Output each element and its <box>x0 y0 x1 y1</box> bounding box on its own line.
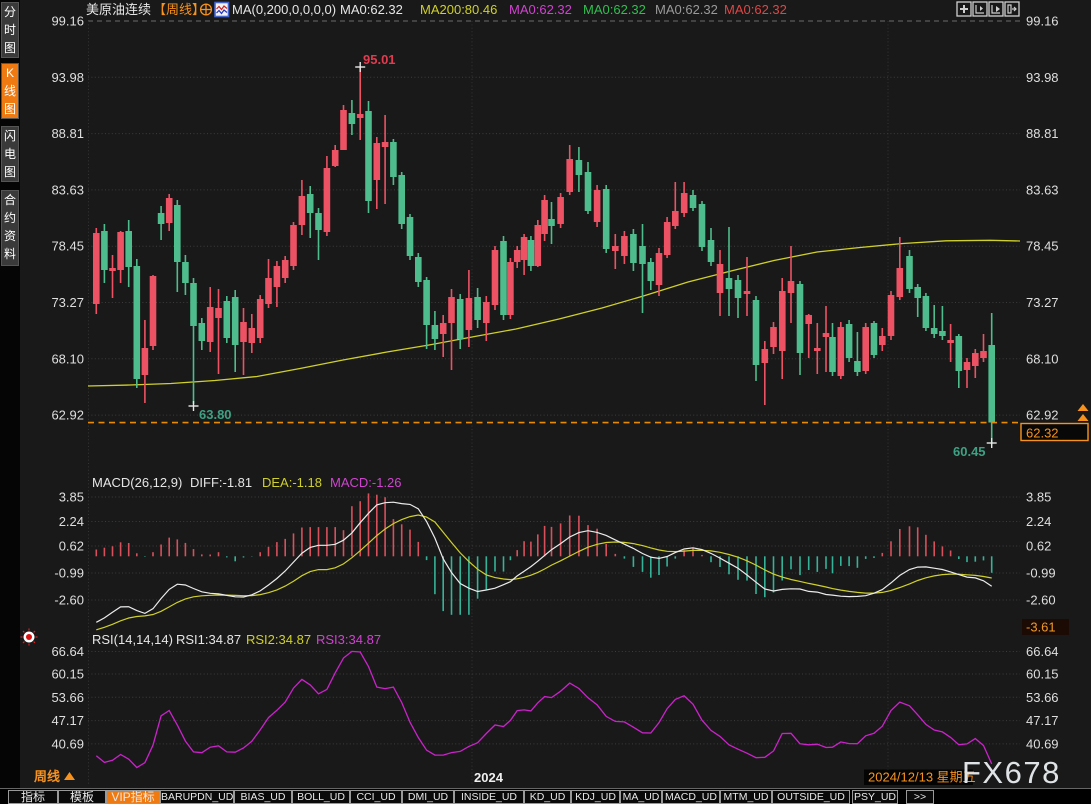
svg-text:66.64: 66.64 <box>51 644 84 659</box>
svg-text:73.27: 73.27 <box>51 295 84 310</box>
svg-text:73.27: 73.27 <box>1026 295 1059 310</box>
svg-text:2024: 2024 <box>474 770 504 785</box>
svg-text:MA0:62.32: MA0:62.32 <box>655 2 718 17</box>
svg-text:88.81: 88.81 <box>51 126 84 141</box>
svg-text:MA0:62.32: MA0:62.32 <box>509 2 572 17</box>
svg-text:RSI(14,14,14): RSI(14,14,14) <box>92 632 173 647</box>
svg-text:美原油连续: 美原油连续 <box>86 2 151 17</box>
svg-text:78.45: 78.45 <box>51 239 84 254</box>
svg-text:周线: 周线 <box>34 769 60 784</box>
svg-text:78.45: 78.45 <box>1026 239 1059 254</box>
svg-text:60.15: 60.15 <box>1026 667 1059 682</box>
svg-text:DEA:-1.18: DEA:-1.18 <box>262 475 322 490</box>
svg-text:MA200:80.46: MA200:80.46 <box>420 2 497 17</box>
svg-text:DIFF:-1.81: DIFF:-1.81 <box>190 475 252 490</box>
svg-text:47.17: 47.17 <box>1026 713 1059 728</box>
svg-text:-3.61: -3.61 <box>1026 620 1056 635</box>
svg-text:53.66: 53.66 <box>1026 690 1059 705</box>
svg-text:88.81: 88.81 <box>1026 126 1059 141</box>
svg-text:60.15: 60.15 <box>51 667 84 682</box>
svg-text:62.92: 62.92 <box>1026 408 1059 423</box>
svg-text:2.24: 2.24 <box>59 514 84 529</box>
svg-text:-2.60: -2.60 <box>54 593 84 608</box>
svg-text:40.69: 40.69 <box>1026 736 1059 751</box>
svg-text:68.10: 68.10 <box>1026 351 1059 366</box>
svg-text:60.45: 60.45 <box>953 444 986 459</box>
svg-text:93.98: 93.98 <box>1026 70 1059 85</box>
svg-text:2.24: 2.24 <box>1026 514 1051 529</box>
svg-text:62.32: 62.32 <box>1026 426 1059 441</box>
svg-text:40.69: 40.69 <box>51 736 84 751</box>
svg-text:47.17: 47.17 <box>51 713 84 728</box>
svg-text:66.64: 66.64 <box>1026 644 1059 659</box>
svg-text:-0.99: -0.99 <box>54 566 84 581</box>
svg-text:0.62: 0.62 <box>1026 539 1051 554</box>
svg-text:2024/12/13 星期五: 2024/12/13 星期五 <box>868 770 976 785</box>
svg-text:3.85: 3.85 <box>1026 490 1051 505</box>
svg-text:95.01: 95.01 <box>363 52 396 67</box>
svg-text:MACD(26,12,9): MACD(26,12,9) <box>92 475 182 490</box>
svg-text:RSI2:34.87: RSI2:34.87 <box>246 632 311 647</box>
svg-text:MA0:62.32: MA0:62.32 <box>340 2 403 17</box>
svg-text:MA0:62.32: MA0:62.32 <box>724 2 787 17</box>
svg-text:-0.99: -0.99 <box>1026 566 1056 581</box>
svg-text:63.80: 63.80 <box>199 407 232 422</box>
svg-text:RSI3:34.87: RSI3:34.87 <box>316 632 381 647</box>
svg-text:-2.60: -2.60 <box>1026 593 1056 608</box>
svg-text:53.66: 53.66 <box>51 690 84 705</box>
svg-text:MA(0,200,0,0,0,0): MA(0,200,0,0,0,0) <box>232 2 336 17</box>
svg-text:FX678: FX678 <box>962 755 1061 790</box>
svg-text:MACD:-1.26: MACD:-1.26 <box>330 475 402 490</box>
svg-text:68.10: 68.10 <box>51 351 84 366</box>
svg-text:RSI1:34.87: RSI1:34.87 <box>176 632 241 647</box>
svg-text:MA0:62.32: MA0:62.32 <box>583 2 646 17</box>
svg-text:62.92: 62.92 <box>51 408 84 423</box>
svg-text:83.63: 83.63 <box>1026 182 1059 197</box>
svg-text:99.16: 99.16 <box>51 14 84 29</box>
svg-text:99.16: 99.16 <box>1026 14 1059 29</box>
svg-text:3.85: 3.85 <box>59 490 84 505</box>
svg-text:93.98: 93.98 <box>51 70 84 85</box>
svg-text:【周线】: 【周线】 <box>153 2 205 17</box>
svg-text:0.62: 0.62 <box>59 539 84 554</box>
svg-text:83.63: 83.63 <box>51 182 84 197</box>
